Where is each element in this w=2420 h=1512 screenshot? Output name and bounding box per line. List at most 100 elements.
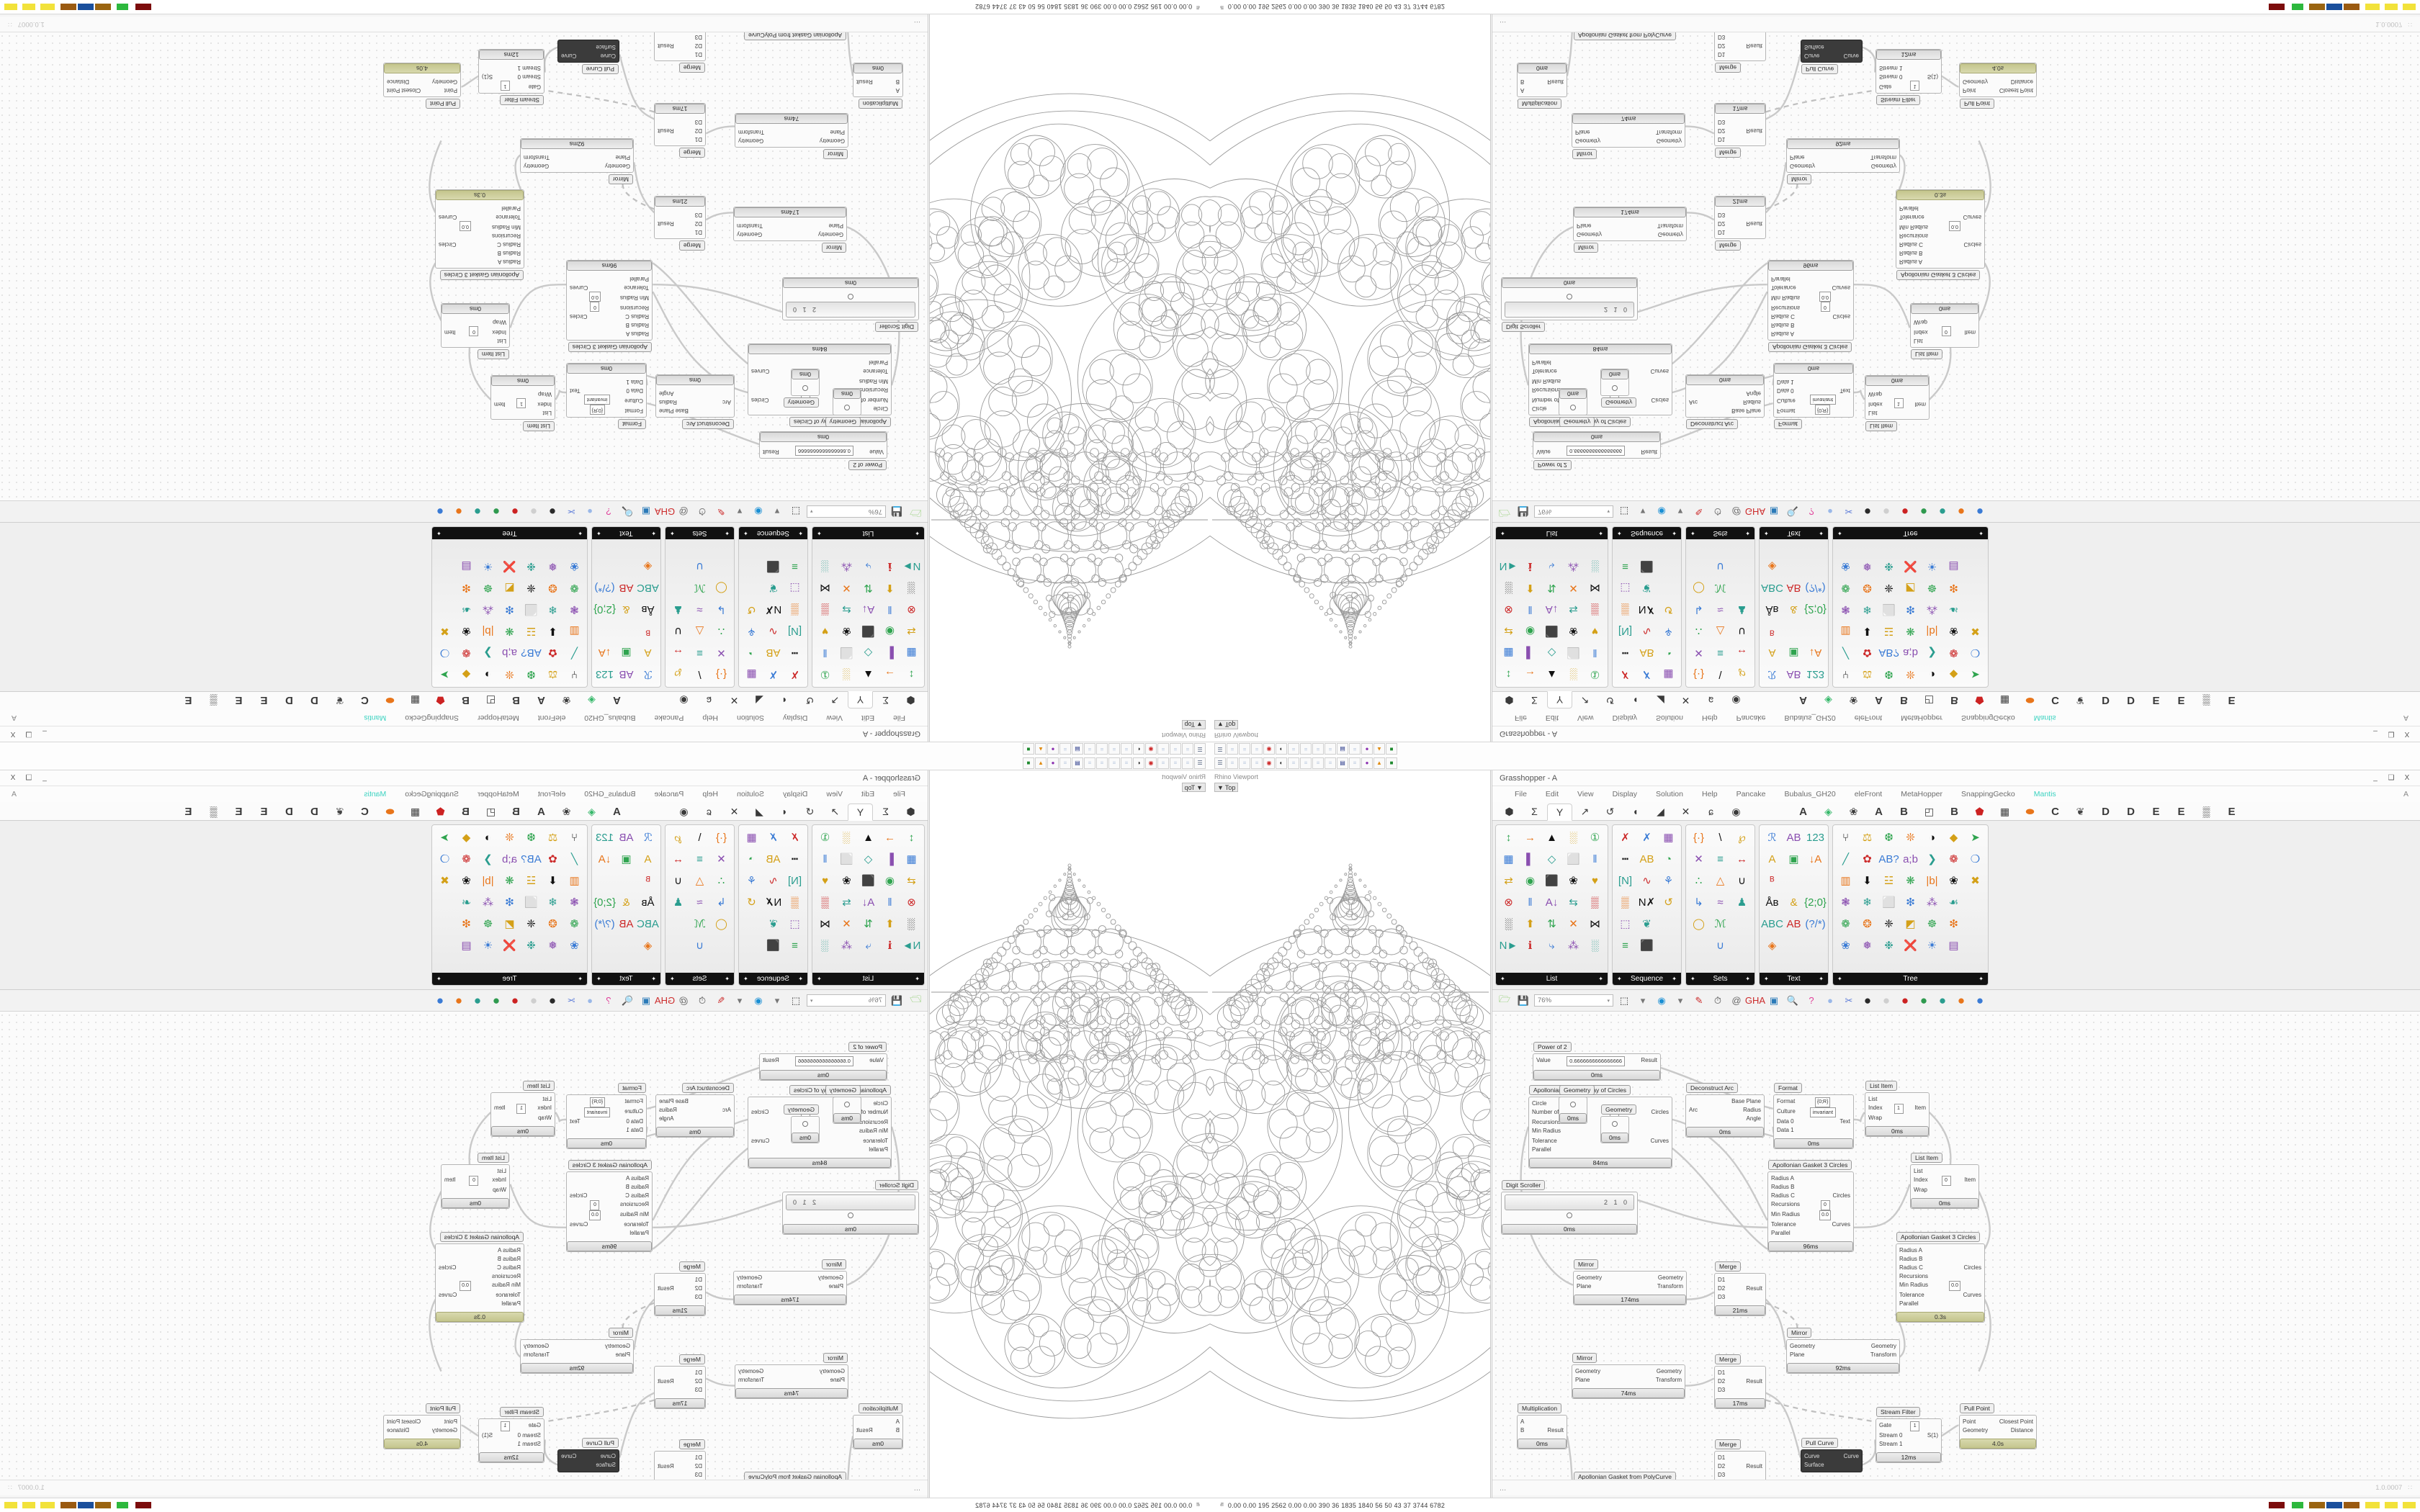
profiler-icon[interactable]: ⏱ xyxy=(698,994,707,1006)
tab-plugin-a-tab[interactable]: A xyxy=(613,805,621,818)
ribbon-icon-tree-7[interactable]: ✿ xyxy=(548,647,557,659)
ribbon-icon-list-8[interactable]: ◉ xyxy=(1525,625,1536,637)
open-file-icon[interactable]: 🗁 xyxy=(1498,993,1511,1004)
component-mirror-a[interactable]: Mirror Geometry Geometry Plane Transform 174m… xyxy=(733,1259,847,1305)
param-input-label[interactable]: Min Radius xyxy=(859,1128,888,1134)
search-icon[interactable]: 🔍 xyxy=(1786,506,1799,518)
window-doc-icon[interactable]: ≡ xyxy=(1300,743,1312,755)
ribbon-icon-list-4[interactable]: ░ xyxy=(1505,918,1512,930)
ribbon-icon-list-0[interactable]: ↕ xyxy=(1505,668,1512,680)
ribbon-icon-list-17[interactable]: ⤷ xyxy=(865,560,871,572)
ribbon-icon-tree-3[interactable]: ❃ xyxy=(570,603,579,616)
param-input-label[interactable]: D3 xyxy=(1718,119,1726,125)
ribbon-icon-text-16[interactable]: (?/*) xyxy=(1805,918,1826,930)
menu-item-solution[interactable]: Solution xyxy=(737,714,764,722)
viewport-view-selector[interactable]: ▼ Top xyxy=(1181,720,1206,729)
window-flame-icon[interactable]: ▲ xyxy=(1035,757,1047,769)
ribbon-icon-tree-8[interactable]: ⬇ xyxy=(548,875,557,887)
ribbon-icon-sequence-8[interactable]: ∿ xyxy=(1642,625,1652,637)
param-output-label[interactable]: Result xyxy=(1746,1285,1762,1292)
tab-plugin-e2-tab[interactable]: E xyxy=(2177,805,2185,818)
ribbon-icon-sequence-9[interactable]: N✗ xyxy=(764,896,782,909)
search-icon[interactable]: 🔍 xyxy=(1786,994,1799,1006)
param-input-label[interactable]: Index xyxy=(492,1176,506,1183)
tab-mesh-tab[interactable]: ◢ xyxy=(756,805,763,817)
component-label-merge-c[interactable]: Merge xyxy=(678,1439,705,1449)
ribbon-icon-tree-9[interactable]: ❄ xyxy=(1863,603,1872,616)
param-input-label[interactable]: Tolerance xyxy=(496,1292,521,1298)
pin-right-icon[interactable]: ✦ xyxy=(436,530,442,536)
menu-item-mantis[interactable]: Mantis xyxy=(364,714,387,722)
component-list-item-b[interactable]: List Item List Index 0 Item Wrap 0ms xyxy=(1910,1153,1979,1209)
component-pull-point[interactable]: Pull Point Point Closest Point Geometry Dist… xyxy=(1959,1403,2037,1449)
ribbon-icon-sequence-15[interactable]: ↺ xyxy=(1664,603,1673,616)
menu-item-display[interactable]: Display xyxy=(782,790,808,798)
canvas-toolbar[interactable]: 🗁 💾 76% ▾ ⬚ ▾ ◉ ▾ ✎ ⏱ @ GHA ▣ 🔍? ● ✂ ● ● ● ● ● ● ● xyxy=(0,990,928,1012)
component-stream-filter[interactable]: Stream Filter Gate 1 Stream 0 S(1) Stream 1 12… xyxy=(478,49,544,105)
menu-item-view[interactable]: View xyxy=(1577,790,1594,798)
component-label-deconstruct-arc[interactable]: Deconstruct Arc xyxy=(1686,1083,1738,1093)
tab-plugin-d-tab[interactable]: D xyxy=(2102,805,2110,818)
ribbon-icon-tree-18[interactable]: ❊ xyxy=(1906,832,1915,844)
param-value-field[interactable]: 0.0 xyxy=(589,1210,601,1220)
bake-icon[interactable]: ✎ xyxy=(1695,506,1703,518)
ribbon-icon-tree-2[interactable]: ▥ xyxy=(569,875,580,887)
ribbon-icon-list-27[interactable]: ▒ xyxy=(1591,603,1599,616)
ribbon-icon-tree-15[interactable]: ⬜ xyxy=(1882,896,1896,909)
ribbon-icon-list-13[interactable]: ◇ xyxy=(864,647,873,659)
ribbon-icon-tree-30[interactable]: ◆ xyxy=(462,668,471,680)
ribbon-icon-list-17[interactable]: ⤷ xyxy=(1549,560,1555,572)
component-ribbon[interactable]: ↕ ▦ ⇄ ⊗ ░ N► → ▌ ◉ ‖ ⬆ ℹ ▲ ◇ ⬛ A↓ ⇅ ⤷ ░ ⬜ ❀ ⇆ ✕ ⁂ ① ‖ ♥ ▒ ⋈ ░ ✦ List ✦ ✗ ┅… xyxy=(1492,821,2420,990)
sphere-light-icon[interactable]: ● xyxy=(529,505,538,519)
tab-plugin-e3-tab[interactable]: E xyxy=(184,805,192,818)
menu-item-bubalus-gh20[interactable]: Bubalus_GH20 xyxy=(584,790,636,798)
window-bw-icon[interactable]: ◐ xyxy=(1276,743,1287,755)
menu-item-snappinggecko[interactable]: SnappingGecko xyxy=(405,714,459,722)
ribbon-icon-sequence-12[interactable]: ▦ xyxy=(1663,668,1674,680)
param-input-label[interactable]: Geometry xyxy=(1577,1274,1603,1281)
component-label-geometry-param-b[interactable]: Geometry xyxy=(1601,397,1637,408)
widget-icon[interactable]: ▣ xyxy=(1769,506,1779,518)
sphere-red-icon[interactable]: ● xyxy=(511,993,519,1007)
window-red-icon[interactable]: ◉ xyxy=(1145,757,1157,769)
ribbon-icon-text-17[interactable] xyxy=(1805,556,1826,577)
param-input-label[interactable]: D3 xyxy=(1718,212,1726,218)
ribbon-icon-list-16[interactable]: ⇅ xyxy=(1547,918,1556,930)
param-output-label[interactable]: Result xyxy=(1746,220,1762,227)
param-output-label[interactable]: Base Plane xyxy=(659,408,689,414)
ribbon-icon-sets-11[interactable]: ∪ xyxy=(1716,560,1724,572)
ribbon-icon-text-9[interactable]: & xyxy=(1790,603,1798,616)
param-input-label[interactable]: B xyxy=(1520,1427,1525,1434)
ribbon-icon-text-11[interactable] xyxy=(1783,556,1804,577)
window-doc-icon[interactable]: ≡ xyxy=(1182,757,1193,769)
tab-plugin-e3-tab[interactable]: E xyxy=(2228,694,2236,707)
ribbon-icon-sequence-2[interactable]: [N] xyxy=(787,875,802,887)
save-file-icon[interactable]: 💾 xyxy=(890,994,903,1006)
pin-right-icon[interactable]: ✦ xyxy=(1978,530,1984,536)
ribbon-icon-text-7[interactable]: ▣ xyxy=(1788,647,1799,659)
ribbon-icon-tree-13[interactable]: AB? xyxy=(521,647,542,659)
param-input-label[interactable]: Radius C xyxy=(625,1192,649,1199)
fit-view-icon[interactable]: ⬚ xyxy=(1619,506,1629,518)
ribbon-icon-sets-11[interactable]: ∪ xyxy=(1716,940,1724,952)
ribbon-icon-sets-5[interactable] xyxy=(711,935,732,956)
ribbon-icon-tree-39[interactable] xyxy=(1965,892,1986,913)
pin-right-icon[interactable]: ✦ xyxy=(1598,976,1603,982)
window-doc-icon[interactable]: ≡ xyxy=(1325,757,1336,769)
ribbon-icon-list-26[interactable]: ♥ xyxy=(822,625,828,637)
ribbon-icon-list-13[interactable]: ◇ xyxy=(1547,853,1556,865)
ribbon-icon-sequence-3[interactable]: ▒ xyxy=(1621,896,1629,909)
ribbon-icon-tree-41[interactable] xyxy=(434,556,455,577)
ribbon-icon-list-8[interactable]: ◉ xyxy=(1525,875,1536,887)
param-input-label[interactable]: Data 0 xyxy=(1777,1118,1794,1125)
component-label-pull-curve[interactable]: Pull Curve xyxy=(581,64,619,74)
param-output-label[interactable]: Geometry xyxy=(738,138,764,144)
param-input-label[interactable]: Tolerance xyxy=(863,368,888,374)
param-input-label[interactable]: A xyxy=(1520,87,1525,94)
param-input-label[interactable]: Geometry xyxy=(1790,1343,1816,1349)
ribbon-icon-sets-9[interactable]: ≈ xyxy=(696,603,703,616)
menu-item-file[interactable]: File xyxy=(1515,714,1527,722)
component-label-pull-curve[interactable]: Pull Curve xyxy=(581,1438,619,1448)
param-input-label[interactable]: Stream 1 xyxy=(517,65,541,71)
ribbon-icon-sequence-11[interactable]: ⬛ xyxy=(1640,560,1654,572)
